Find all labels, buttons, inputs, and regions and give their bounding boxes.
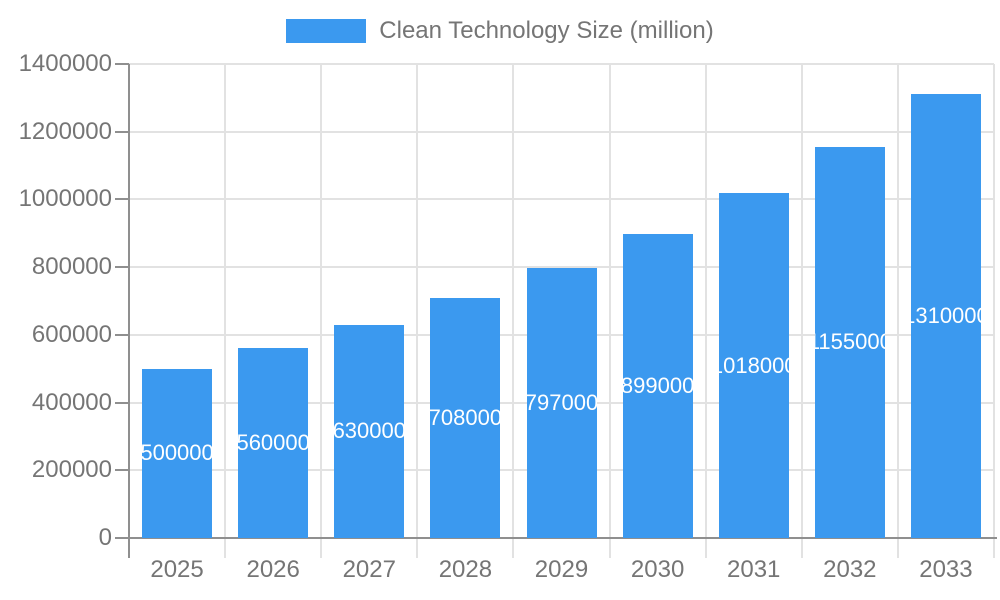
bar[interactable]: 630000 <box>334 324 405 538</box>
x-axis-tick-label: 2028 <box>417 556 513 584</box>
y-axis-tick-label: 0 <box>0 524 112 552</box>
bar-value-label: 1310000 <box>911 303 981 329</box>
y-axis-tick-label: 800000 <box>0 253 112 281</box>
y-axis-tick-label: 1400000 <box>0 50 112 78</box>
x-axis-tick-label: 2027 <box>321 556 417 584</box>
bar[interactable]: 560000 <box>238 348 309 538</box>
y-axis-tick-label: 200000 <box>0 456 112 484</box>
bar-value-label: 1155000 <box>815 329 885 355</box>
y-axis-tick-label: 1000000 <box>0 185 112 213</box>
y-axis-tick-label: 400000 <box>0 389 112 417</box>
y-axis-tick <box>115 63 129 65</box>
y-axis-tick-label-text: 0 <box>98 524 112 551</box>
gridline-horizontal <box>129 198 994 201</box>
x-axis-tick-label: 2031 <box>706 556 802 584</box>
bar[interactable]: 797000 <box>526 268 597 538</box>
y-axis-tick <box>115 130 129 133</box>
gridline-vertical <box>416 64 419 558</box>
legend-swatch-icon <box>286 19 367 43</box>
x-axis-tick-label-text: 2026 <box>246 556 300 583</box>
y-axis-tick-label-text: 800000 <box>31 253 112 281</box>
y-axis-tick-label-text: 400000 <box>31 388 112 416</box>
y-axis-tick-label-text: 1200000 <box>18 117 112 145</box>
legend[interactable]: Clean Technology Size (million) <box>0 17 1000 45</box>
gridline-vertical <box>993 64 995 558</box>
gridline-vertical <box>896 64 899 558</box>
gridline-horizontal <box>129 130 994 133</box>
bar-value-label: 500000 <box>142 440 213 466</box>
bar-value-label: 708000 <box>430 405 501 431</box>
y-axis-tick-label-text: 1000000 <box>18 185 112 213</box>
x-axis-tick-label-text: 2027 <box>342 556 396 583</box>
bar-value-label: 560000 <box>238 430 309 456</box>
x-axis-tick-label: 2029 <box>513 556 609 584</box>
x-axis-tick-label: 2025 <box>129 556 225 584</box>
gridline-horizontal <box>129 63 994 65</box>
x-axis-tick-label-text: 2031 <box>727 556 781 583</box>
bar[interactable]: 1310000 <box>910 94 981 538</box>
gridline-vertical <box>608 64 611 558</box>
bar[interactable]: 899000 <box>622 233 693 538</box>
x-axis-tick-label-text: 2030 <box>630 556 685 583</box>
x-axis-tick-label-text: 2025 <box>150 556 204 583</box>
gridline-vertical <box>704 64 707 558</box>
x-axis-tick-label: 2033 <box>898 556 994 584</box>
y-axis-tick <box>115 333 129 336</box>
y-axis-tick-label-text: 200000 <box>31 456 112 484</box>
bar[interactable]: 500000 <box>142 368 213 538</box>
x-axis-tick-label-text: 2028 <box>438 556 493 583</box>
x-axis-tick-label-text: 2033 <box>919 556 973 583</box>
y-axis-tick <box>115 266 129 269</box>
bar-value-label: 899000 <box>622 372 693 398</box>
bar-value-label: 1018000 <box>719 352 789 378</box>
y-axis-tick <box>115 198 129 201</box>
y-axis-tick <box>115 469 129 472</box>
gridline-horizontal <box>129 266 994 269</box>
x-axis-tick-label: 2030 <box>610 556 706 584</box>
x-axis-tick-label-text: 2029 <box>534 556 589 583</box>
gridline-vertical <box>512 64 515 558</box>
gridline-vertical <box>224 64 227 558</box>
x-axis-tick-label-text: 2032 <box>823 556 877 583</box>
x-axis-tick-label: 2032 <box>802 556 898 584</box>
bar[interactable]: 1155000 <box>814 146 885 538</box>
legend-label: Clean Technology Size (million) <box>379 17 714 44</box>
bar[interactable]: 1018000 <box>718 193 789 538</box>
x-axis-line <box>115 537 997 539</box>
bar-value-label: 797000 <box>526 390 597 416</box>
y-axis-tick-label: 600000 <box>0 321 112 349</box>
y-axis-tick <box>115 401 129 404</box>
bar[interactable]: 708000 <box>430 298 501 538</box>
y-axis-tick-label-text: 1400000 <box>18 50 112 77</box>
x-axis-tick-label: 2026 <box>225 556 321 584</box>
gridline-vertical <box>320 64 323 558</box>
y-axis-tick-label-text: 600000 <box>31 320 112 348</box>
y-axis-tick-label: 1200000 <box>0 118 112 146</box>
gridline-vertical <box>800 64 803 558</box>
bar-value-label: 630000 <box>334 418 405 444</box>
y-axis-line <box>128 64 130 558</box>
